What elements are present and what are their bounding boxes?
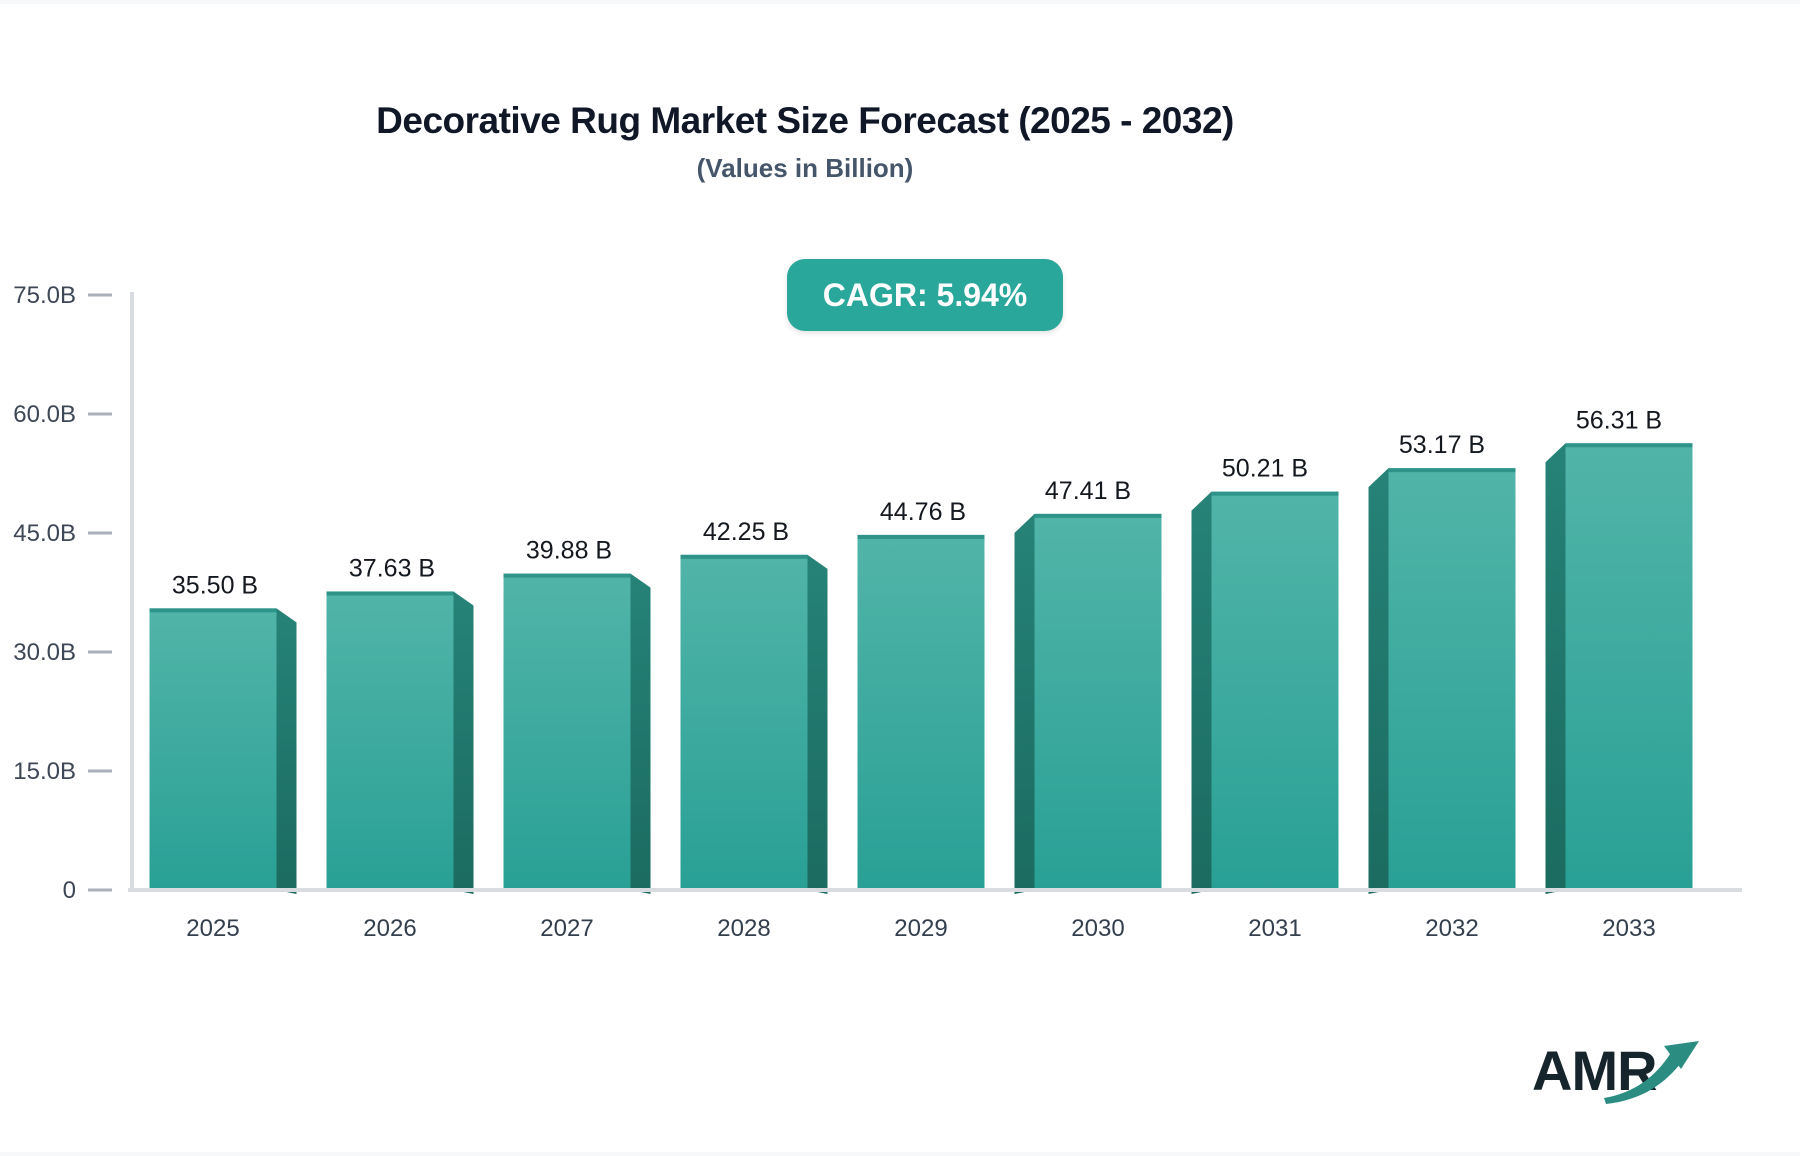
x-axis-line [128,888,1742,892]
bar-front-face [1388,468,1516,890]
y-tick-label: 30.0B [13,639,76,666]
bar-value-label: 35.50 B [172,571,258,599]
growth-arrow-icon [1604,1041,1699,1104]
bar-value-label: 42.25 B [703,518,789,546]
bar-top-edge [503,573,631,578]
bar-top-edge [149,608,277,613]
bar-front-face [149,608,277,890]
bar-side-face [1545,443,1566,894]
bar-side-face [1191,491,1212,894]
x-axis-label: 2029 [894,915,947,942]
bar-2027: 39.88 B 2027 [503,537,651,942]
y-tick-label: 0 [63,877,76,904]
bar-2026: 37.63 B 2026 [326,554,474,942]
x-axis-label: 2032 [1425,915,1478,942]
bar-top-edge [680,554,808,559]
bar-front-face [326,591,454,890]
bar-side-face [276,608,297,894]
bar-front-face [680,554,808,890]
bar-side-face [1014,513,1035,894]
bar-2029: 44.76 B 2029 [857,498,985,942]
x-axis-label: 2030 [1071,915,1124,942]
bar-value-label: 37.63 B [349,554,435,582]
y-tick-label: 75.0B [13,282,76,309]
amr-logo: AMR [1532,1038,1722,1118]
bar-top-edge [1388,468,1516,473]
bar-value-label: 39.88 B [526,537,612,565]
cagr-badge: CAGR: 5.94% [787,259,1063,331]
bar-value-label: 50.21 B [1222,455,1308,483]
bar-top-edge [857,534,985,539]
bar-top-edge [326,591,454,596]
bar-2031: 50.21 B 2031 [1191,455,1339,942]
bar-2030: 47.41 B 2030 [1014,477,1162,942]
bar-2033: 56.31 B 2033 [1545,406,1693,942]
bar-front-face [1034,513,1162,890]
bar-2032: 53.17 B 2032 [1368,431,1516,942]
bar-top-edge [1034,513,1162,518]
chart-subtitle: (Values in Billion) [696,153,914,183]
bar-side-face [807,554,828,894]
bar-front-face [1211,491,1339,890]
bar-front-face [1565,443,1693,890]
x-axis-label: 2033 [1602,915,1655,942]
y-tick-label: 15.0B [13,758,76,785]
x-axis-label: 2028 [717,915,770,942]
x-axis-label: 2025 [186,915,239,942]
bar-side-face [630,573,651,894]
bar-value-label: 44.76 B [880,498,966,526]
x-axis-label: 2031 [1248,915,1301,942]
chart-title: Decorative Rug Market Size Forecast (202… [376,100,1234,141]
x-axis-label: 2026 [363,915,416,942]
bar-top-edge [1211,491,1339,496]
bar-front-face [503,573,631,890]
x-axis-label: 2027 [540,915,593,942]
y-tick-label: 45.0B [13,520,76,547]
bar-top-edge [1565,443,1693,448]
bar-2028: 42.25 B 2028 [680,518,828,942]
bar-side-face [453,591,474,894]
bar-2025: 35.50 B 2025 [149,571,297,942]
bar-side-face [1368,468,1389,894]
bar-value-label: 47.41 B [1045,477,1131,505]
y-axis-line [130,292,134,892]
bar-chart: 0 15.0B 30.0B 45.0B 60.0B 75.0B 35.50 B 2025 37.… [13,282,1742,942]
chart-background: Decorative Rug Market Size Forecast (202… [0,4,1800,1152]
cagr-badge-label: CAGR: 5.94% [822,276,1028,313]
bar-front-face [857,534,985,890]
bar-value-label: 56.31 B [1576,406,1662,434]
y-tick-label: 60.0B [13,401,76,428]
bar-value-label: 53.17 B [1399,431,1485,459]
